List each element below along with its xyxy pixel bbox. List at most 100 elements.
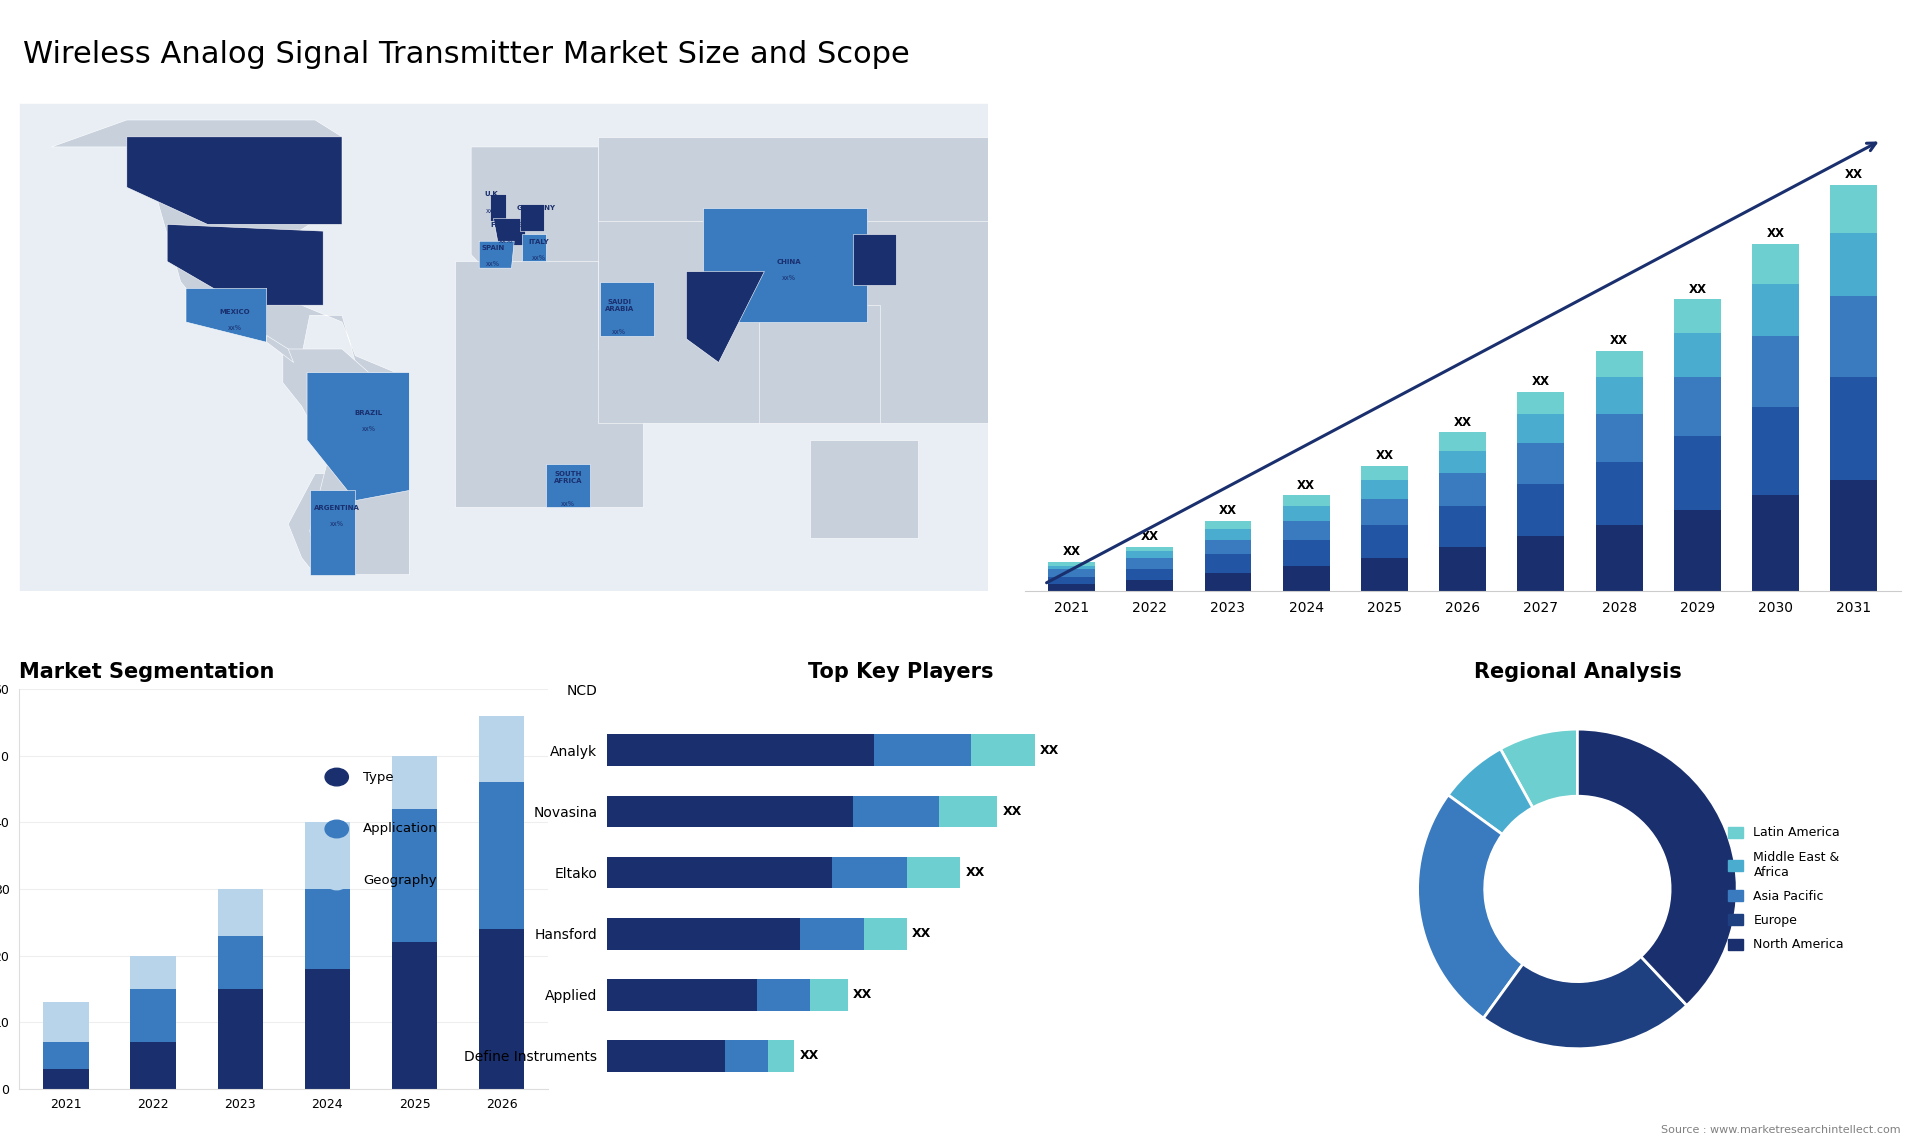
Wedge shape bbox=[1578, 729, 1738, 1005]
Bar bbox=[1753, 284, 1799, 336]
Bar bbox=[1204, 540, 1252, 555]
Polygon shape bbox=[267, 336, 294, 362]
Text: FRANCE: FRANCE bbox=[490, 222, 522, 228]
Bar bbox=[1830, 233, 1878, 296]
Bar bbox=[1204, 555, 1252, 573]
Bar bbox=[478, 783, 524, 929]
Text: XX: XX bbox=[1611, 335, 1628, 347]
Bar bbox=[1048, 566, 1094, 570]
Bar bbox=[607, 857, 831, 888]
Bar bbox=[1048, 584, 1094, 591]
Bar bbox=[1204, 528, 1252, 540]
Bar bbox=[1127, 570, 1173, 580]
Bar bbox=[1440, 507, 1486, 547]
Polygon shape bbox=[703, 207, 866, 322]
Bar bbox=[305, 889, 349, 968]
Bar bbox=[1596, 525, 1644, 591]
Bar bbox=[874, 735, 972, 767]
Bar bbox=[799, 918, 864, 950]
Bar bbox=[1361, 525, 1407, 558]
Text: XX: XX bbox=[1041, 744, 1060, 756]
Text: xx%: xx% bbox=[781, 275, 795, 281]
Bar bbox=[392, 755, 438, 809]
Text: CANADA: CANADA bbox=[219, 171, 252, 178]
Bar bbox=[1674, 299, 1720, 332]
Circle shape bbox=[324, 768, 348, 786]
Polygon shape bbox=[601, 282, 655, 336]
Polygon shape bbox=[520, 204, 543, 231]
Bar bbox=[939, 795, 996, 827]
Bar bbox=[1048, 562, 1094, 566]
Text: xx%: xx% bbox=[532, 254, 545, 260]
Polygon shape bbox=[685, 272, 764, 362]
Bar bbox=[1440, 450, 1486, 473]
Text: xx%: xx% bbox=[486, 261, 499, 267]
Bar bbox=[1283, 507, 1331, 521]
Bar bbox=[478, 716, 524, 783]
Bar bbox=[305, 968, 349, 1089]
Bar bbox=[724, 1041, 768, 1072]
Bar bbox=[1127, 551, 1173, 558]
Bar bbox=[1440, 432, 1486, 450]
Text: CHINA: CHINA bbox=[776, 259, 801, 265]
Text: JAPAN: JAPAN bbox=[866, 256, 889, 261]
Title: Top Key Players: Top Key Players bbox=[808, 662, 995, 682]
Bar bbox=[1753, 407, 1799, 495]
Title: Regional Analysis: Regional Analysis bbox=[1473, 662, 1682, 682]
Polygon shape bbox=[167, 225, 323, 305]
Bar bbox=[1283, 566, 1331, 591]
Text: SPAIN: SPAIN bbox=[482, 245, 505, 251]
Text: ARGENTINA: ARGENTINA bbox=[313, 504, 359, 511]
Bar bbox=[1596, 377, 1644, 414]
Bar bbox=[1204, 573, 1252, 591]
Text: Application: Application bbox=[363, 823, 438, 835]
Polygon shape bbox=[597, 136, 987, 423]
Bar bbox=[1440, 547, 1486, 591]
Text: XX: XX bbox=[1002, 804, 1021, 818]
Text: XX: XX bbox=[1532, 375, 1549, 388]
Text: Source : www.marketresearchintellect.com: Source : www.marketresearchintellect.com bbox=[1661, 1124, 1901, 1135]
Text: xx%: xx% bbox=[227, 265, 242, 270]
Circle shape bbox=[324, 821, 348, 838]
Text: XX: XX bbox=[852, 988, 872, 1002]
Polygon shape bbox=[480, 241, 515, 268]
Bar bbox=[1361, 465, 1407, 480]
Bar bbox=[1674, 510, 1720, 591]
Text: Market Segmentation: Market Segmentation bbox=[19, 662, 275, 682]
Bar bbox=[217, 989, 263, 1089]
Text: xx%: xx% bbox=[363, 426, 376, 432]
Bar bbox=[607, 979, 756, 1011]
Bar bbox=[831, 857, 906, 888]
Bar bbox=[1048, 570, 1094, 576]
Polygon shape bbox=[455, 261, 643, 508]
Text: XX: XX bbox=[1375, 449, 1394, 462]
Polygon shape bbox=[127, 136, 342, 225]
Bar bbox=[1753, 244, 1799, 284]
Text: xx%: xx% bbox=[330, 520, 344, 527]
Bar bbox=[1361, 480, 1407, 499]
Text: XX: XX bbox=[1688, 283, 1707, 296]
Bar bbox=[1283, 540, 1331, 566]
Bar bbox=[44, 1042, 88, 1069]
Bar bbox=[1204, 521, 1252, 528]
Bar bbox=[810, 979, 849, 1011]
Text: MEXICO: MEXICO bbox=[219, 309, 250, 315]
Text: ITALY: ITALY bbox=[528, 238, 549, 244]
Text: XX: XX bbox=[1845, 167, 1862, 181]
Bar bbox=[1127, 580, 1173, 591]
Text: xx%: xx% bbox=[561, 501, 574, 507]
Bar bbox=[44, 1069, 88, 1089]
Bar bbox=[607, 735, 874, 767]
Bar bbox=[1048, 576, 1094, 584]
Text: XX: XX bbox=[1453, 416, 1473, 429]
Circle shape bbox=[324, 872, 348, 889]
Polygon shape bbox=[19, 103, 987, 591]
Text: GERMANY: GERMANY bbox=[516, 205, 555, 211]
Text: Type: Type bbox=[363, 770, 394, 784]
Bar bbox=[607, 795, 852, 827]
Bar bbox=[906, 857, 960, 888]
Text: XX: XX bbox=[1219, 504, 1236, 518]
Bar bbox=[864, 918, 906, 950]
Bar bbox=[607, 918, 799, 950]
Wedge shape bbox=[1484, 957, 1688, 1049]
